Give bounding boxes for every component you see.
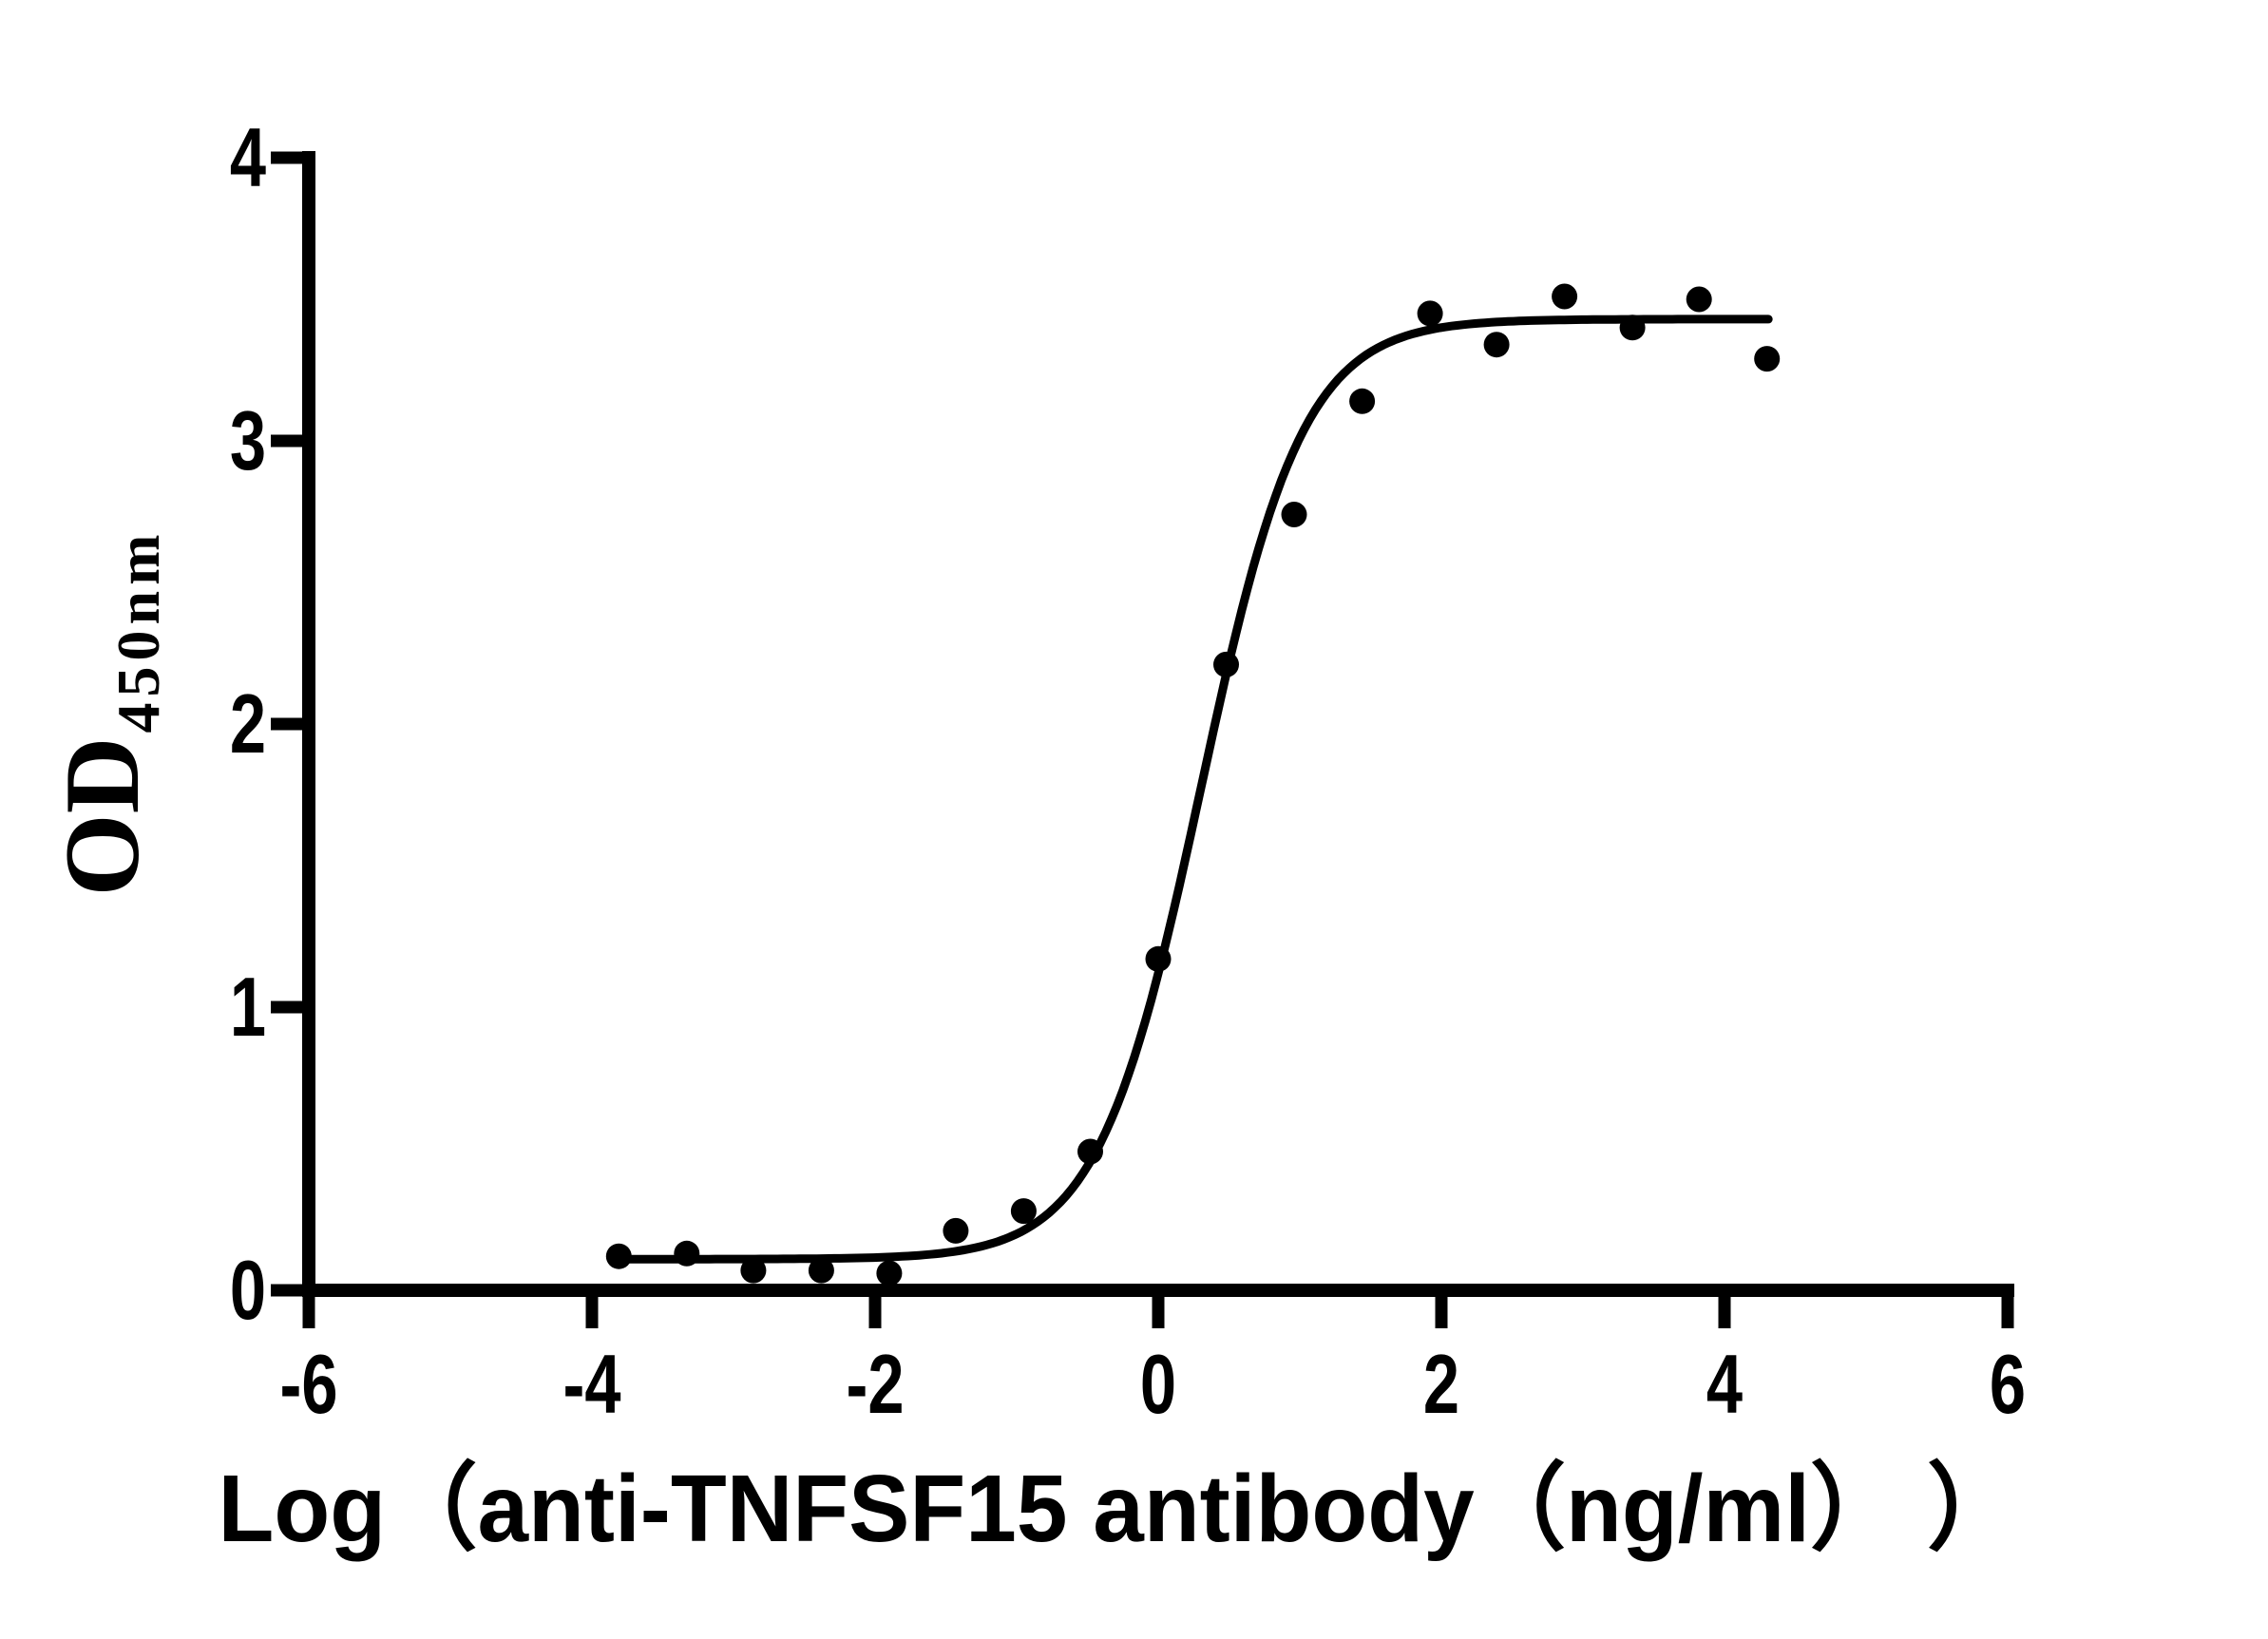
- data-point: [1754, 346, 1781, 372]
- y-tick-label-text: 2: [230, 677, 266, 771]
- axes-layer: 0 1 2 3 4 -6 -4 -2 0 2 4 6: [230, 111, 2026, 1431]
- fit-curve-layer: [614, 314, 1773, 1264]
- y-axis-title: OD 450nm: [44, 529, 172, 897]
- x-tick-label-text: 2: [1423, 1338, 1459, 1431]
- y-tick-label-text: 4: [230, 111, 266, 204]
- data-point: [1010, 1198, 1037, 1225]
- data-point: [943, 1217, 969, 1244]
- y-tick-label: 2: [230, 677, 266, 771]
- y-tick-label-text: 0: [230, 1244, 266, 1337]
- x-tick-label-text: -6: [279, 1338, 337, 1431]
- x-tick-label-text: 6: [1990, 1338, 2026, 1431]
- labels-layer: Log（anti-TNFSF15 antibody（ng/ml） ） OD 45…: [44, 529, 2019, 1562]
- x-tick-label: 0: [1140, 1338, 1176, 1431]
- x-tick-label-text: -4: [562, 1338, 620, 1431]
- data-point: [1619, 314, 1646, 341]
- y-tick-label-text: 3: [230, 394, 266, 487]
- x-axis-title: Log（anti-TNFSF15 antibody（ng/ml） ）: [219, 1456, 2019, 1562]
- y-tick-label: 3: [230, 394, 266, 487]
- x-tick-label-text: 0: [1140, 1338, 1176, 1431]
- data-point: [1145, 945, 1172, 972]
- data-point: [1483, 332, 1510, 358]
- y-axis-title-main: OD: [44, 736, 162, 896]
- data-point: [1281, 502, 1307, 527]
- data-point: [1077, 1138, 1103, 1165]
- data-point: [1349, 388, 1376, 414]
- data-points-layer: [605, 283, 1781, 1286]
- y-tick-label: 0: [230, 1244, 266, 1337]
- y-tick-label: 4: [230, 111, 266, 204]
- data-point: [740, 1257, 767, 1284]
- y-tick-label: 1: [230, 961, 266, 1054]
- x-tick-label: -6: [279, 1338, 337, 1431]
- data-point: [1213, 651, 1239, 677]
- data-point: [808, 1257, 834, 1284]
- x-tick-label: 2: [1423, 1338, 1459, 1431]
- data-point: [605, 1243, 632, 1269]
- x-tick-label: -2: [846, 1338, 904, 1431]
- data-point: [1686, 286, 1712, 313]
- x-tick-label: 4: [1706, 1338, 1743, 1431]
- x-tick-label: -4: [562, 1338, 620, 1431]
- x-tick-label-text: 4: [1706, 1338, 1743, 1431]
- data-point: [674, 1240, 700, 1267]
- y-axis-title-subscript: 450nm: [105, 529, 172, 734]
- data-point: [1552, 283, 1578, 310]
- data-point: [1417, 300, 1443, 327]
- data-point: [876, 1260, 903, 1286]
- fit-curve: [614, 314, 1773, 1264]
- x-tick-label: 6: [1990, 1338, 2026, 1431]
- x-tick-label-text: -2: [846, 1338, 904, 1431]
- y-tick-label-text: 1: [230, 961, 266, 1054]
